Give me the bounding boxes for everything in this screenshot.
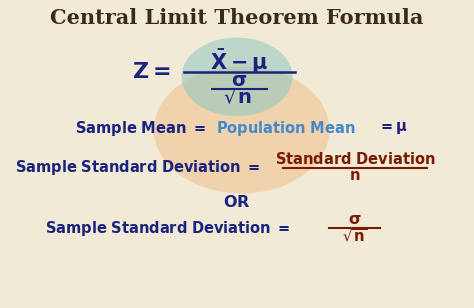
Ellipse shape	[182, 38, 292, 116]
Text: $\bf{Standard\ Deviation}$: $\bf{Standard\ Deviation}$	[274, 152, 435, 168]
Text: $\mathbf{\sqrt{n}}$: $\mathbf{\sqrt{n}}$	[223, 86, 256, 107]
Text: $\bf{\sqrt{n}}$: $\bf{\sqrt{n}}$	[342, 228, 368, 245]
Text: $\mathbf{Z =}$: $\mathbf{Z =}$	[132, 61, 171, 83]
Text: $\mathbf{\bar{X} - \mu}$: $\mathbf{\bar{X} - \mu}$	[210, 47, 268, 76]
Ellipse shape	[154, 66, 329, 193]
Text: $\bf{Population\ Mean}$: $\bf{Population\ Mean}$	[216, 119, 356, 138]
Text: $\bf{Sample\ Standard\ Deviation\ =}$: $\bf{Sample\ Standard\ Deviation\ =}$	[15, 158, 261, 177]
Text: $\bf{Sample\ Standard\ Deviation\ =}$: $\bf{Sample\ Standard\ Deviation\ =}$	[45, 219, 291, 237]
Text: $\bf{= \mu}$: $\bf{= \mu}$	[378, 120, 408, 136]
Text: $\bf{\sigma}$: $\bf{\sigma}$	[348, 213, 362, 227]
Text: $\bf{OR}$: $\bf{OR}$	[223, 194, 251, 210]
Text: Central Limit Theorem Formula: Central Limit Theorem Formula	[50, 8, 424, 28]
Text: $\mathbf{\sigma}$: $\mathbf{\sigma}$	[231, 71, 247, 90]
Text: $\bf{n}$: $\bf{n}$	[349, 168, 361, 183]
Text: $\bf{Sample\ Mean}$$\ \bf{=}\ $: $\bf{Sample\ Mean}$$\ \bf{=}\ $	[75, 119, 206, 138]
